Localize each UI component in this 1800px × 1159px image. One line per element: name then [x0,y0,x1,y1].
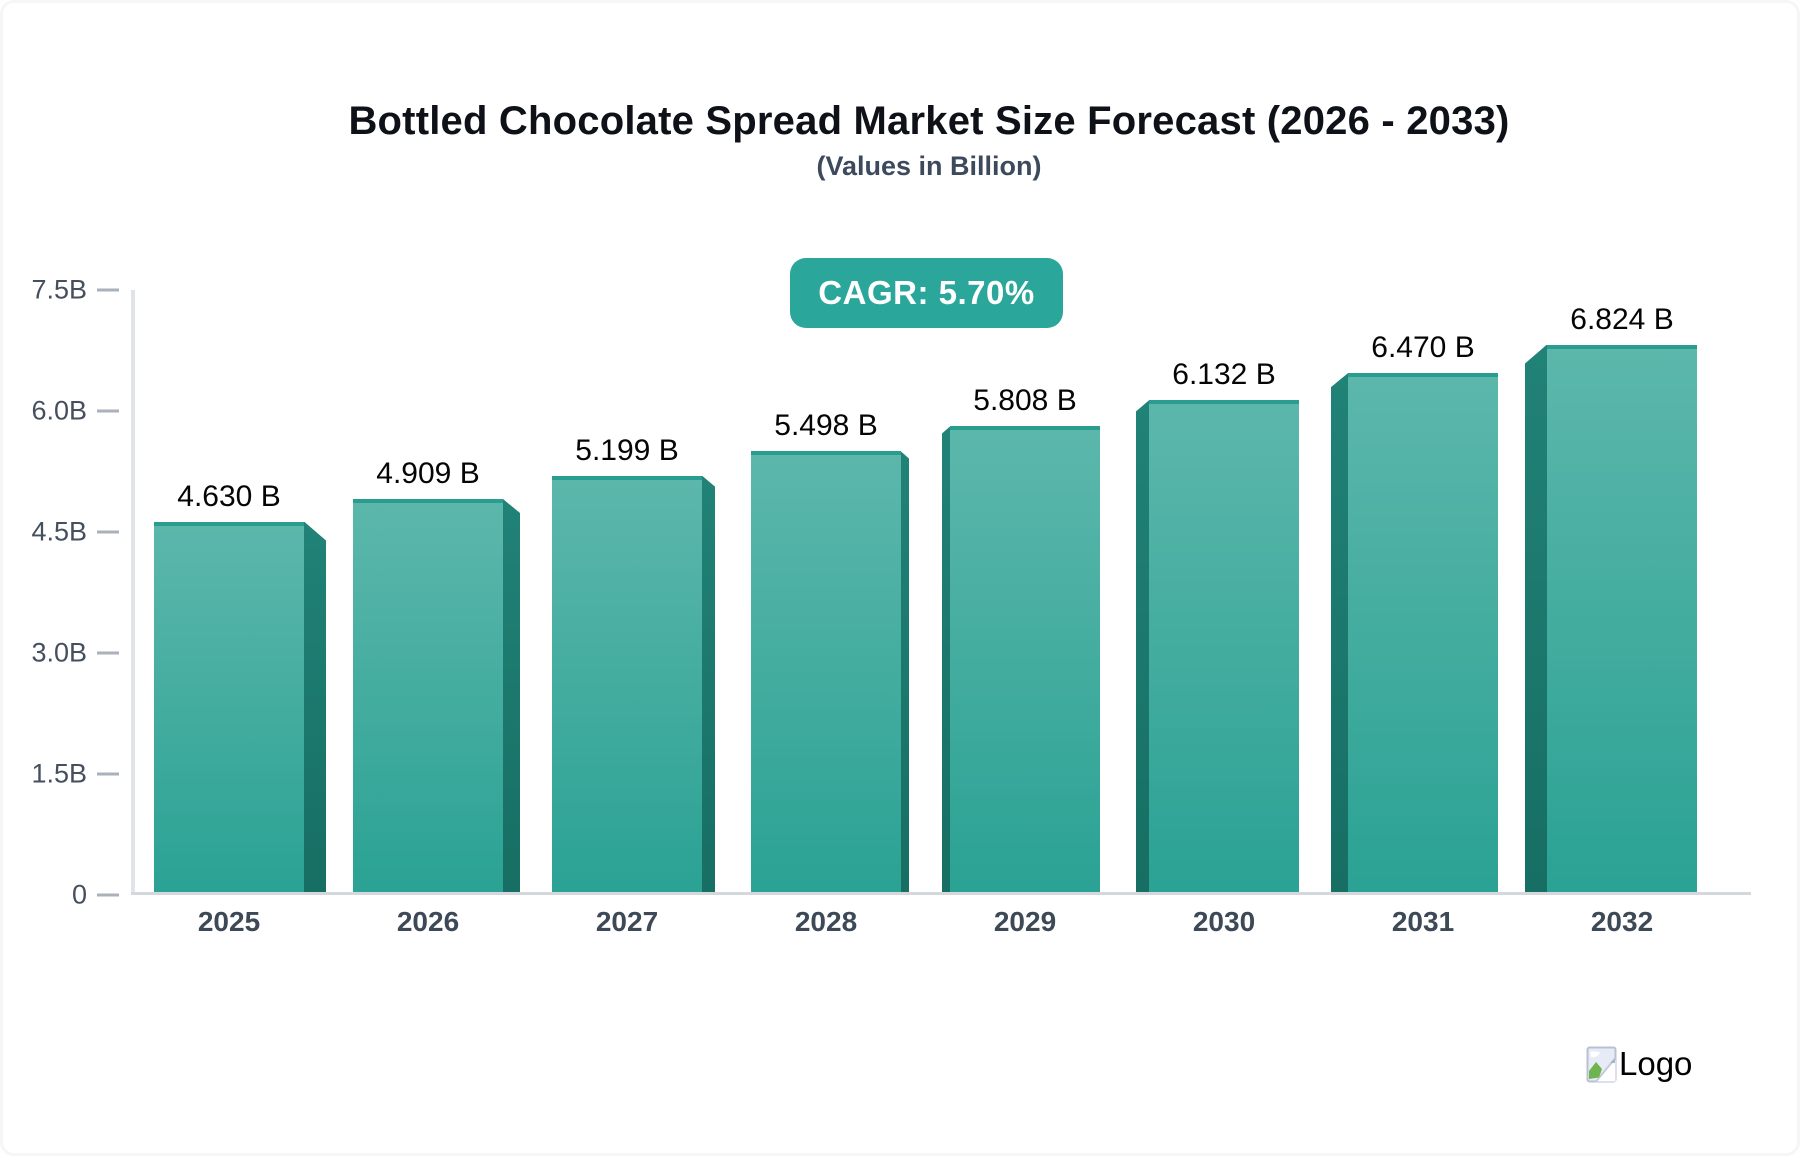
x-axis-line [131,892,1751,895]
y-tick-label: 4.5B [31,516,87,547]
bar-value-label: 5.498 B [774,409,878,443]
bar-side [1525,344,1547,893]
bar-front [1348,373,1498,893]
bar-side [942,426,950,893]
x-tick-label: 2032 [1590,906,1654,937]
broken-image-icon [1586,1046,1617,1082]
y-tick-label: 7.5B [31,274,87,305]
y-tick-label: 1.5B [31,758,87,789]
bar-front [154,521,304,893]
bar-value-label: 4.630 B [177,479,281,513]
bar-value-label: 4.909 B [376,457,480,490]
bar-side [1331,373,1348,893]
bar-side [1136,400,1149,893]
page-subtitle: (Values in Billion) [816,151,1042,181]
bar-side [503,499,520,893]
y-tick-label: 3.0B [31,637,87,668]
y-axis-line [131,290,135,895]
bar-front [1547,344,1697,893]
page-title: Bottled Chocolate Spread Market Size For… [348,99,1510,143]
chart-plot: 7.5B 6.0B 4.5B 3.0B 1.5B 0 4.630 B 2025 4.909 B 2… [3,3,1800,1159]
bar-side [702,475,715,893]
y-tick-dash [97,288,119,292]
y-tick-label: 6.0B [31,395,87,426]
cagr-badge-label: CAGR: 5.70% [818,274,1035,311]
bar-value-label: 6.470 B [1371,331,1475,365]
y-tick-dash [97,893,119,897]
y-tick-dash [97,651,119,655]
y-tick-dash [97,530,119,534]
y-tick-dash [97,409,119,413]
bar-value-label: 6.824 B [1570,302,1674,336]
bar-side [901,451,909,893]
x-tick-label: 2029 [993,906,1057,937]
x-tick-label: 2028 [794,906,858,937]
logo-alt-text: Logo [1619,1045,1693,1082]
bar-value-label: 6.132 B [1172,358,1276,392]
bar-front [1149,400,1299,893]
bar-front [353,499,503,893]
bar-front [552,475,702,893]
x-tick-label: 2026 [396,906,460,937]
x-tick-label: 2027 [595,906,659,937]
x-tick-label: 2031 [1391,906,1455,937]
bar-value-label: 5.808 B [973,384,1077,418]
bar-front [950,426,1100,893]
cagr-badge: CAGR: 5.70% [790,258,1063,328]
bar-side [304,521,326,893]
x-tick-label: 2030 [1192,906,1256,937]
bar-front [751,451,901,893]
logo: Logo [1586,1045,1692,1083]
x-tick-label: 2025 [197,906,261,937]
y-tick-label: 0 [71,879,87,910]
bar-value-label: 5.199 B [575,433,679,467]
y-tick-dash [97,772,119,776]
